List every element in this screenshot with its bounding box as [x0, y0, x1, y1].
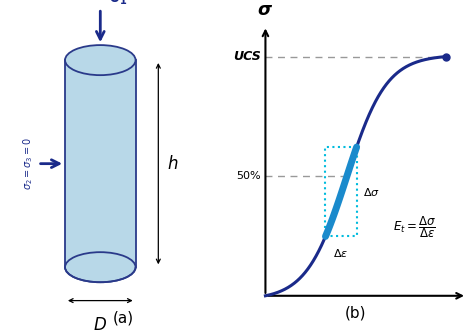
Text: 50%: 50% [236, 171, 261, 181]
Ellipse shape [65, 252, 136, 282]
Text: $D$: $D$ [93, 316, 107, 334]
Text: $\Delta\varepsilon$: $\Delta\varepsilon$ [333, 247, 349, 259]
Text: $\boldsymbol{\sigma}$: $\boldsymbol{\sigma}$ [257, 1, 273, 19]
Text: $\Delta\sigma$: $\Delta\sigma$ [363, 186, 380, 198]
Text: $h$: $h$ [167, 155, 179, 173]
Text: $E_t = \dfrac{\Delta\sigma}{\Delta\varepsilon}$: $E_t = \dfrac{\Delta\sigma}{\Delta\varep… [393, 215, 437, 240]
Text: $\boldsymbol{\varepsilon}$: $\boldsymbol{\varepsilon}$ [472, 287, 474, 305]
Text: UCS: UCS [233, 50, 261, 63]
Text: $\sigma_2{=}\sigma_3{=}0$: $\sigma_2{=}\sigma_3{=}0$ [22, 137, 36, 190]
Ellipse shape [65, 45, 136, 75]
Text: $\mathbf{\sigma_1}$: $\mathbf{\sigma_1}$ [109, 0, 128, 7]
Polygon shape [65, 60, 136, 267]
Text: (a): (a) [112, 311, 134, 326]
Text: (b): (b) [345, 306, 366, 321]
